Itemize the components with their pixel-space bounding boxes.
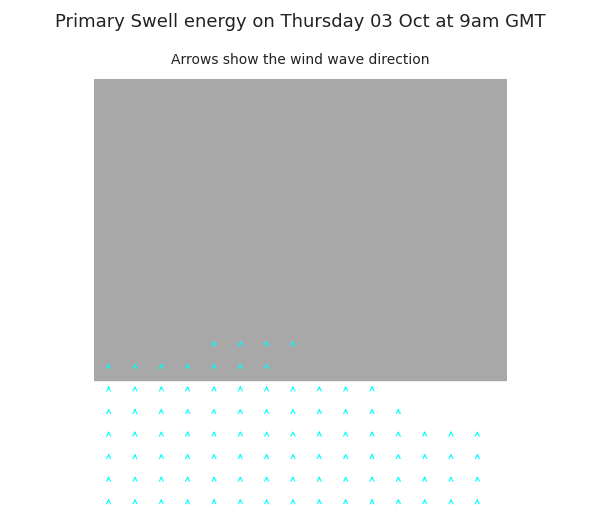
Text: Primary Swell energy on Thursday 03 Oct at 9am GMT: Primary Swell energy on Thursday 03 Oct … (55, 13, 546, 31)
Text: Arrows show the wind wave direction: Arrows show the wind wave direction (171, 53, 430, 67)
Bar (94, 79, 507, 380)
